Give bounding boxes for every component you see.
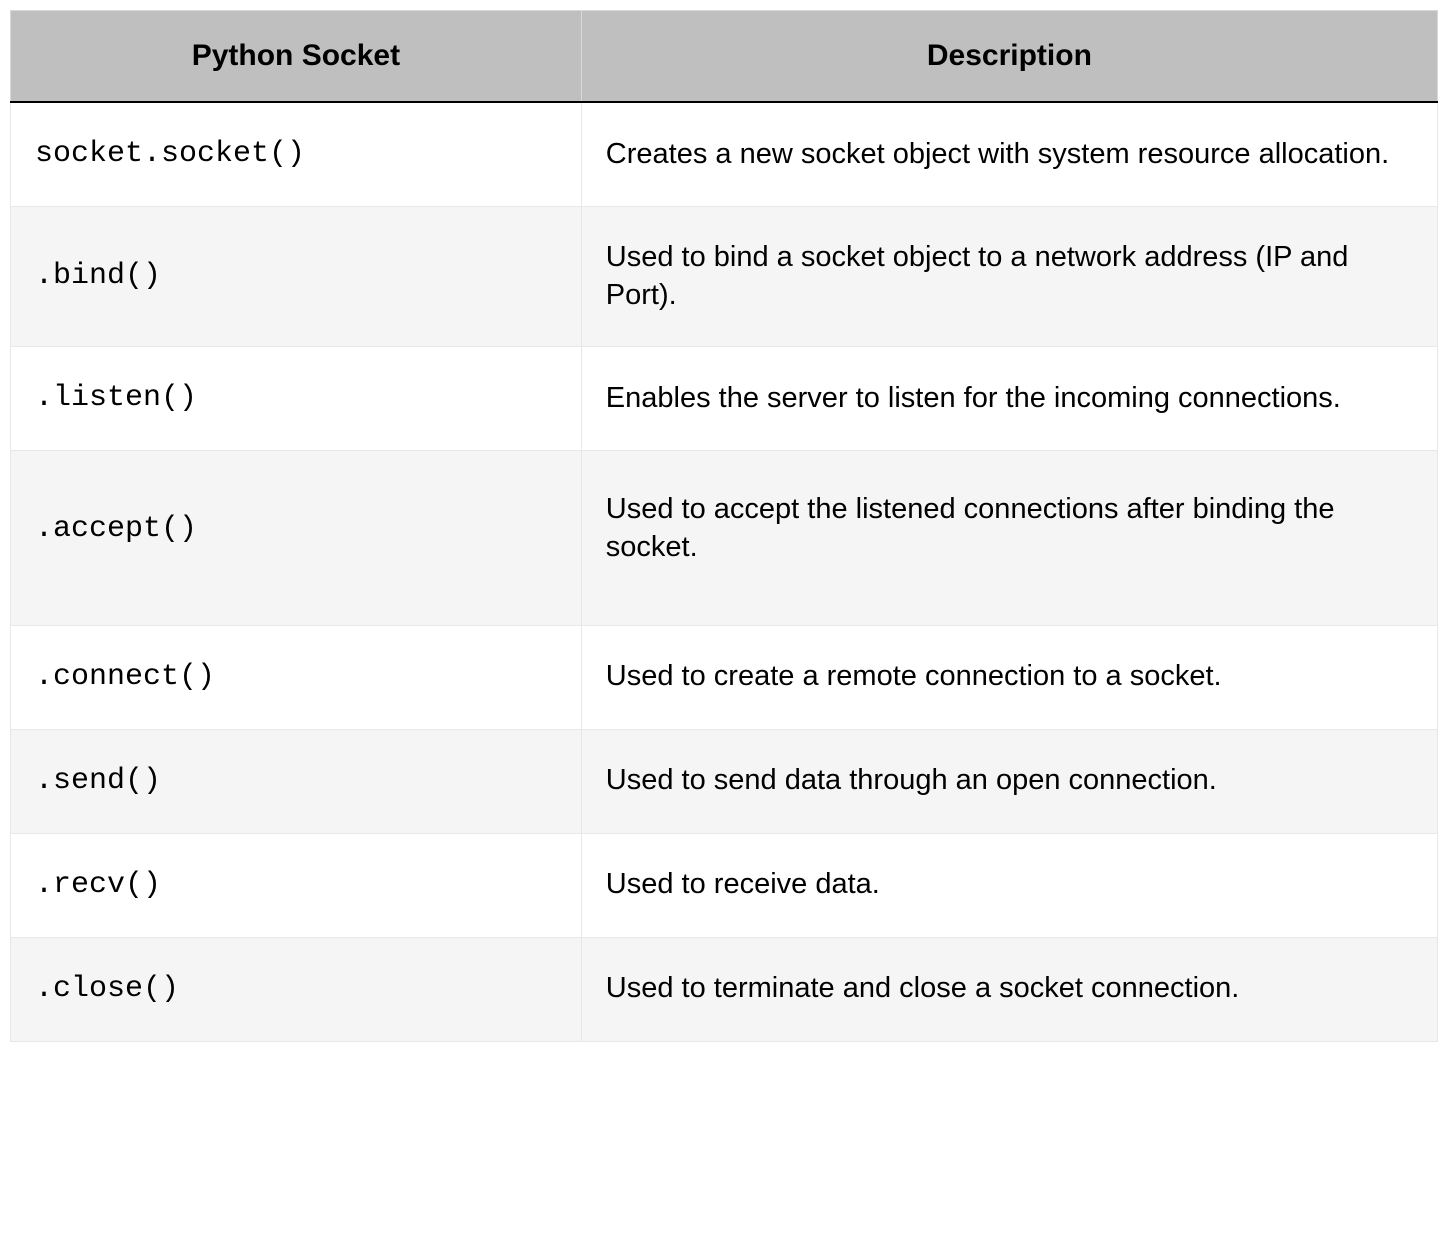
method-cell: .listen()	[11, 347, 582, 451]
table-row: socket.socket() Creates a new socket obj…	[11, 102, 1438, 207]
description-cell: Used to receive data.	[581, 833, 1437, 937]
description-cell: Used to accept the listened connections …	[581, 451, 1437, 625]
method-cell: .close()	[11, 937, 582, 1041]
table-row: .listen() Enables the server to listen f…	[11, 347, 1438, 451]
table-row: .recv() Used to receive data.	[11, 833, 1438, 937]
method-cell: .connect()	[11, 625, 582, 729]
method-cell: .recv()	[11, 833, 582, 937]
description-cell: Creates a new socket object with system …	[581, 102, 1437, 207]
description-cell: Used to bind a socket object to a networ…	[581, 207, 1437, 347]
description-cell: Used to terminate and close a socket con…	[581, 937, 1437, 1041]
description-cell: Used to create a remote connection to a …	[581, 625, 1437, 729]
column-header-description: Description	[581, 11, 1437, 103]
table-row: .accept() Used to accept the listened co…	[11, 451, 1438, 625]
socket-methods-table: Python Socket Description socket.socket(…	[10, 10, 1438, 1042]
method-cell: .accept()	[11, 451, 582, 625]
column-header-method: Python Socket	[11, 11, 582, 103]
table-row: .bind() Used to bind a socket object to …	[11, 207, 1438, 347]
table-row: .close() Used to terminate and close a s…	[11, 937, 1438, 1041]
method-cell: .bind()	[11, 207, 582, 347]
description-cell: Enables the server to listen for the inc…	[581, 347, 1437, 451]
table-row: .send() Used to send data through an ope…	[11, 729, 1438, 833]
table-row: .connect() Used to create a remote conne…	[11, 625, 1438, 729]
description-cell: Used to send data through an open connec…	[581, 729, 1437, 833]
table-header-row: Python Socket Description	[11, 11, 1438, 103]
method-cell: socket.socket()	[11, 102, 582, 207]
method-cell: .send()	[11, 729, 582, 833]
